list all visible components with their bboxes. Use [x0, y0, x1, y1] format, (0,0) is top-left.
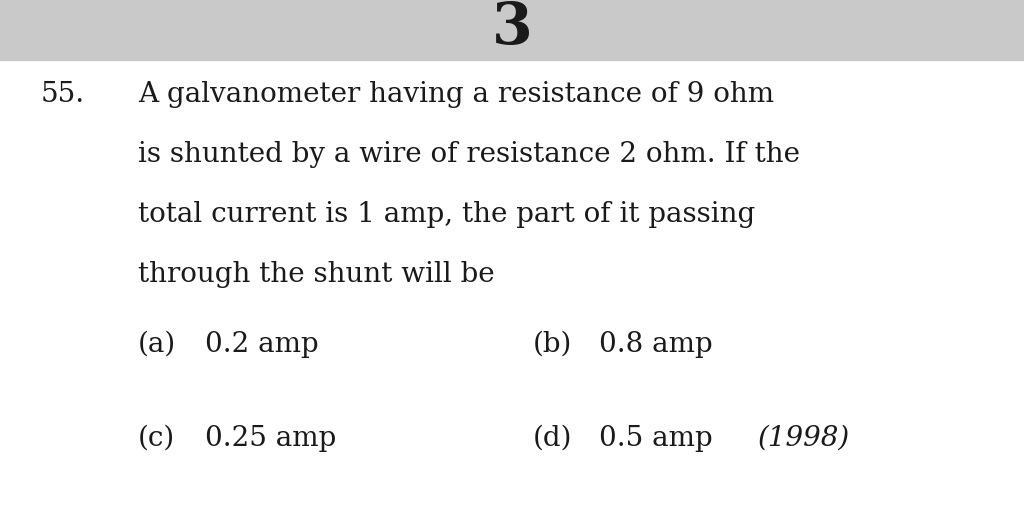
- Text: (a): (a): [138, 331, 176, 358]
- Text: (1998): (1998): [758, 425, 850, 452]
- Text: 0.2 amp: 0.2 amp: [205, 331, 318, 358]
- Text: A galvanometer having a resistance of 9 ohm: A galvanometer having a resistance of 9 …: [138, 81, 774, 108]
- Text: 0.5 amp: 0.5 amp: [599, 425, 713, 452]
- Text: (c): (c): [138, 425, 175, 452]
- Text: 3: 3: [492, 0, 532, 56]
- Text: (d): (d): [532, 425, 572, 452]
- Text: 0.25 amp: 0.25 amp: [205, 425, 336, 452]
- Bar: [0, 0, 1024, 60]
- Text: (b): (b): [532, 331, 571, 358]
- Text: 55.: 55.: [41, 81, 85, 108]
- Text: through the shunt will be: through the shunt will be: [138, 260, 495, 288]
- Text: 0.8 amp: 0.8 amp: [599, 331, 713, 358]
- Text: is shunted by a wire of resistance 2 ohm. If the: is shunted by a wire of resistance 2 ohm…: [138, 141, 800, 168]
- Text: total current is 1 amp, the part of it passing: total current is 1 amp, the part of it p…: [138, 201, 756, 228]
